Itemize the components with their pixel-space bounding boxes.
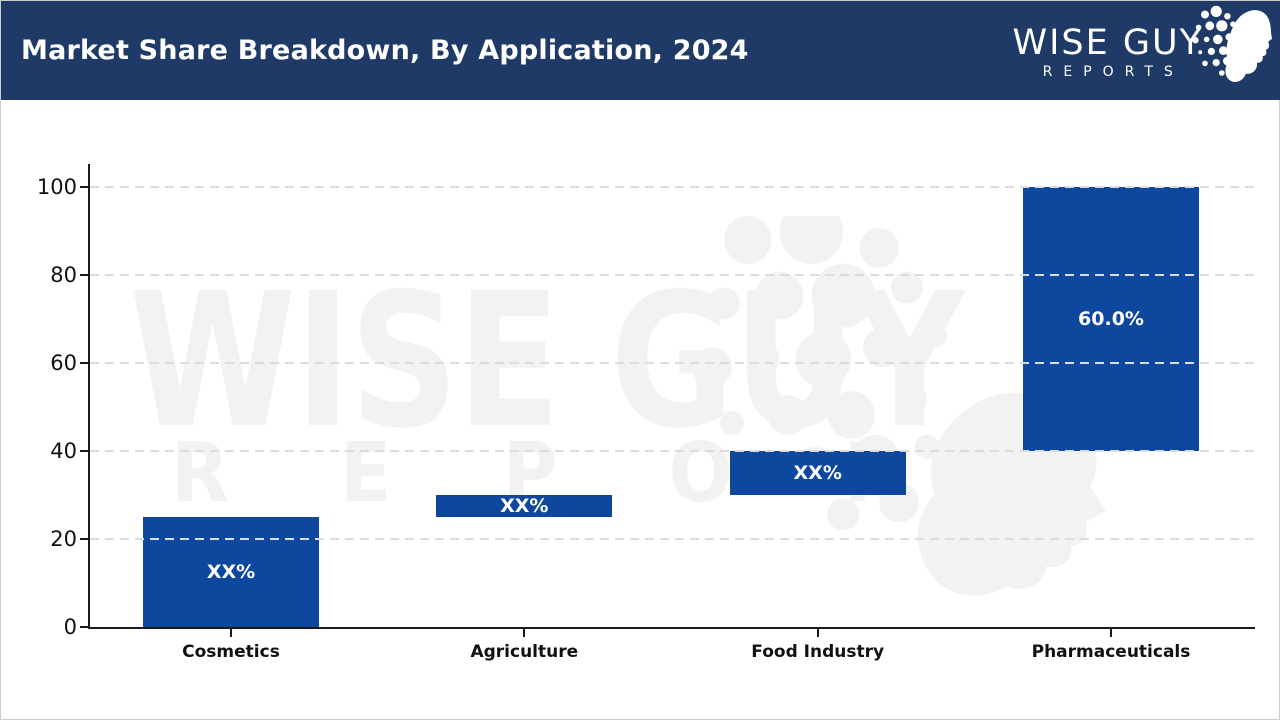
x-tick-2 xyxy=(523,629,526,637)
bar-agriculture: XX% xyxy=(436,495,613,517)
x-axis-spine xyxy=(88,627,1255,629)
y-tick-label-40: 40 xyxy=(50,439,77,463)
y-tick-100 xyxy=(80,186,88,188)
y-tick-label-20: 20 xyxy=(50,527,77,551)
bar-pharmaceuticals: 60.0% xyxy=(1023,187,1199,451)
bar-value-label: XX% xyxy=(206,561,256,583)
wise-guy-reports-logo: WISE GUY REPORTS xyxy=(1012,1,1273,100)
y-tick-label-100: 100 xyxy=(36,175,77,199)
x-tick-label-1: Cosmetics xyxy=(182,642,280,662)
x-tick-label-2: Agriculture xyxy=(470,642,579,662)
chart-title: Market Share Breakdown, By Application, … xyxy=(21,35,749,66)
header-banner: Market Share Breakdown, By Application, … xyxy=(1,1,1280,100)
x-tick-3 xyxy=(816,629,819,637)
y-tick-0 xyxy=(80,626,88,628)
gridline-y20 xyxy=(90,538,1254,540)
bar-cosmetics: XX% xyxy=(143,517,319,627)
bar-food-industry: XX% xyxy=(729,451,906,495)
bar-value-label: 60.0% xyxy=(1078,308,1144,330)
y-tick-80 xyxy=(80,274,88,276)
logo-wiseguy-label: WISE GUY xyxy=(1012,22,1203,63)
y-tick-60 xyxy=(80,362,88,364)
x-tick-4 xyxy=(1110,629,1112,637)
bar-value-label: XX% xyxy=(793,462,842,484)
bar-value-label: XX% xyxy=(500,495,549,517)
gridline-y80 xyxy=(90,274,1254,276)
logo-reports-label: REPORTS xyxy=(1042,63,1184,80)
x-tick-label-3: Food Industry xyxy=(751,642,885,662)
logo-text: WISE GUY REPORTS xyxy=(1012,22,1203,80)
x-tick-1 xyxy=(230,629,232,637)
gridline-y60 xyxy=(90,362,1254,364)
y-tick-label-80: 80 xyxy=(50,263,77,287)
x-tick-label-4: Pharmaceuticals xyxy=(1031,642,1191,662)
y-tick-label-0: 0 xyxy=(63,615,77,639)
y-axis-spine xyxy=(88,164,90,629)
y-tick-label-60: 60 xyxy=(50,351,77,375)
gridline-y100 xyxy=(90,186,1254,188)
logo-dotted-head-icon xyxy=(1192,5,1273,82)
y-tick-20 xyxy=(80,538,88,540)
gridline-y40 xyxy=(90,450,1254,452)
y-tick-40 xyxy=(80,450,88,452)
